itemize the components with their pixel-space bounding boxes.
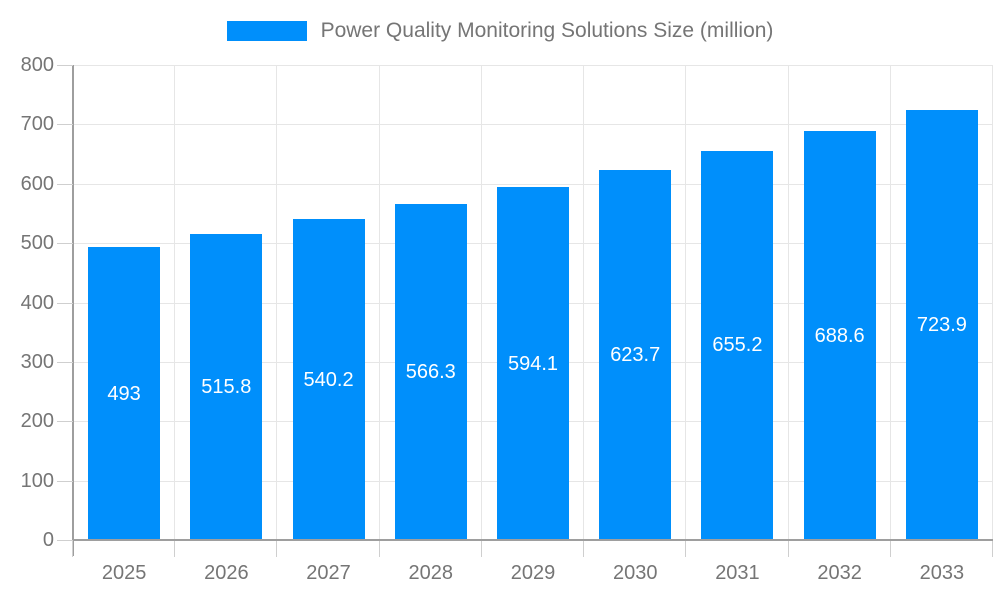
x-tick-label: 2030 (612, 562, 658, 584)
y-tick-label: 500 (20, 232, 54, 255)
bar-value-label: 493 (107, 382, 141, 405)
gridline-vertical (480, 65, 482, 540)
y-tick-mark (57, 65, 73, 66)
y-tick-mark (57, 421, 73, 423)
y-tick-label: 400 (20, 291, 54, 314)
x-tick-label: 2027 (306, 562, 351, 584)
x-tick-mark (889, 541, 891, 557)
x-tick-label: 2031 (715, 562, 760, 584)
x-tick-mark (174, 541, 176, 557)
gridline-horizontal (73, 183, 993, 185)
gridline-vertical (685, 65, 687, 540)
x-tick-mark (378, 541, 380, 557)
y-tick-mark (57, 124, 73, 126)
y-tick-mark (57, 243, 73, 245)
y-tick-mark (57, 302, 73, 304)
bar[interactable] (292, 219, 365, 540)
legend-label: Power Quality Monitoring Solutions Size … (320, 19, 774, 42)
y-tick-label: 100 (20, 469, 54, 492)
bar[interactable] (701, 150, 774, 540)
y-tick-mark (57, 361, 73, 363)
bar-value-label: 723.9 (916, 314, 967, 337)
bar[interactable] (497, 187, 569, 540)
bar[interactable] (394, 203, 467, 540)
gridline-vertical (276, 65, 278, 540)
y-tick-label: 800 (20, 54, 54, 76)
gridline-vertical (992, 65, 993, 540)
x-tick-label: 2026 (204, 562, 249, 584)
bar-value-label: 566.3 (405, 360, 456, 383)
y-tick-mark (57, 183, 73, 185)
plot-area: 493 515.8 540.2 566.3 594.1 623.7 655.2 688.6 72… (73, 65, 993, 540)
bar-value-label: 688.6 (814, 324, 865, 347)
x-tick-label: 2028 (408, 562, 454, 584)
y-tick-label: 300 (20, 350, 54, 373)
x-tick-label: 2025 (101, 562, 147, 584)
bar[interactable] (190, 233, 263, 540)
bar-value-label: 655.2 (712, 334, 763, 357)
legend[interactable]: Power Quality Monitoring Solutions Size … (0, 16, 1000, 46)
y-tick-label: 200 (20, 410, 54, 433)
x-tick-mark (276, 541, 278, 557)
bar-value-label: 515.8 (201, 375, 252, 398)
gridline-horizontal (73, 124, 993, 126)
x-tick-mark (992, 541, 993, 557)
bar[interactable] (599, 169, 672, 540)
x-tick-mark (583, 541, 585, 557)
bar-value-label: 540.2 (303, 368, 354, 391)
x-tick-mark (480, 541, 482, 557)
y-tick-label: 0 (42, 529, 54, 551)
x-tick-mark (685, 541, 687, 557)
gridline-vertical (889, 65, 891, 540)
x-tick-label: 2032 (817, 562, 862, 584)
gridline-vertical (378, 65, 380, 540)
x-axis-line (73, 539, 993, 541)
x-tick-label: 2029 (510, 562, 556, 584)
x-tick-label: 2033 (919, 562, 965, 584)
y-tick-mark (57, 540, 73, 541)
x-tick-mark (787, 541, 789, 557)
y-axis-line (72, 65, 74, 556)
gridline-vertical (787, 65, 789, 540)
bar[interactable] (803, 131, 876, 540)
bar-value-label: 594.1 (507, 352, 559, 375)
bar[interactable] (905, 110, 978, 540)
bar[interactable] (88, 247, 161, 540)
y-tick-label: 700 (20, 113, 54, 136)
gridline-vertical (583, 65, 585, 540)
gridline-vertical (174, 65, 176, 540)
legend-swatch (226, 21, 307, 41)
x-tick-mark (72, 541, 73, 557)
bar-value-label: 623.7 (610, 343, 661, 366)
y-tick-label: 600 (20, 172, 54, 195)
y-tick-mark (57, 480, 73, 482)
gridline-horizontal (73, 65, 993, 66)
